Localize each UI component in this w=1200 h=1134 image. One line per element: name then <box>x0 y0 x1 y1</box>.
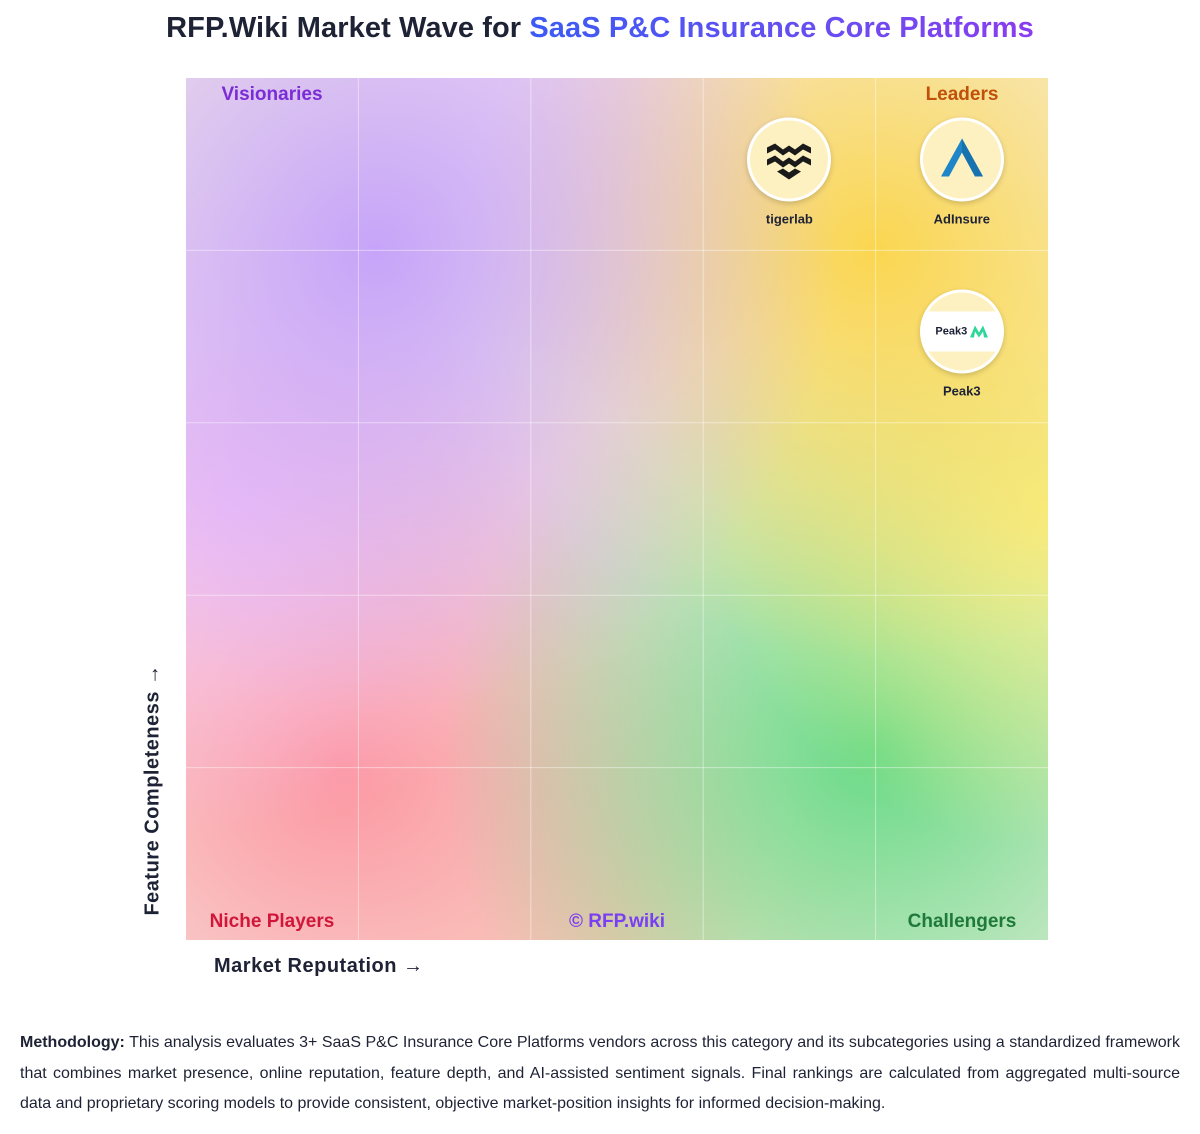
methodology-paragraph: Methodology: This analysis evaluates 3+ … <box>20 1028 1180 1120</box>
quadrant-label-visionaries: Visionaries <box>221 84 323 105</box>
peak3-icon: Peak3 <box>919 289 1004 374</box>
chart-grid <box>186 78 1048 940</box>
y-axis-label: Feature Completeness → <box>141 664 164 916</box>
page-title: RFP.Wiki Market Wave for SaaS P&C Insura… <box>0 12 1200 45</box>
quadrant-label-niche-players: Niche Players <box>209 911 335 932</box>
quadrant-label-leaders: Leaders <box>925 84 999 105</box>
peak3-logo-text: Peak3 <box>935 325 968 338</box>
vendor-name: tigerlab <box>765 211 813 227</box>
title-highlight: SaaS P&C Insurance Core Platforms <box>529 12 1034 44</box>
watermark: © RFP.wiki <box>568 911 666 932</box>
vendor-point-peak3[interactable]: Peak3 Peak3 <box>902 289 1022 398</box>
vendor-point-tigerlab[interactable]: tigerlab <box>729 117 849 226</box>
title-prefix: RFP.Wiki Market Wave for <box>166 12 530 44</box>
tigerlab-icon <box>747 117 832 202</box>
market-wave-chart: Visionaries Leaders Niche Players Challe… <box>186 78 1048 940</box>
vendor-point-adinsure[interactable]: AdInsure <box>902 117 1022 226</box>
quadrant-label-challengers: Challengers <box>907 911 1017 932</box>
vendor-name: Peak3 <box>943 383 981 399</box>
vendor-name: AdInsure <box>933 211 990 227</box>
adinsure-icon <box>919 117 1004 202</box>
methodology-label: Methodology: <box>20 1034 125 1051</box>
methodology-text: This analysis evaluates 3+ SaaS P&C Insu… <box>20 1034 1180 1112</box>
x-axis-label: Market Reputation → <box>214 955 424 977</box>
